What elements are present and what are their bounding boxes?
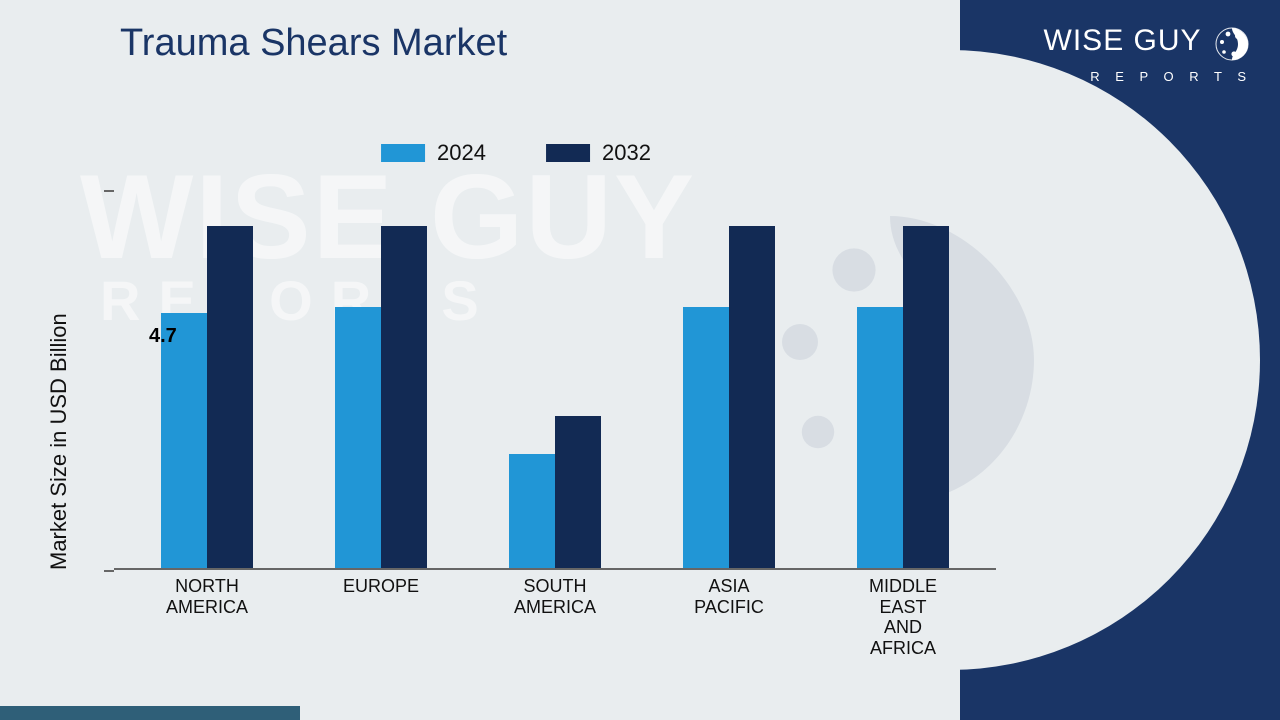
bar [335, 307, 381, 568]
legend-label-2024: 2024 [437, 140, 486, 166]
bottom-accent-bar [0, 706, 300, 720]
x-axis-label: EUROPE [301, 576, 461, 659]
x-axis-label: ASIAPACIFIC [649, 576, 809, 659]
legend-swatch-2032 [546, 144, 590, 162]
legend-swatch-2024 [381, 144, 425, 162]
y-tick-top [104, 190, 114, 192]
legend-item-2024: 2024 [381, 140, 486, 166]
bar-group: 4.7 [127, 226, 287, 568]
y-tick-bottom [104, 570, 114, 572]
brand-line1: WISE GUY [1044, 24, 1202, 57]
bar [857, 307, 903, 568]
bar [555, 416, 601, 568]
bar [381, 226, 427, 568]
brand-head-icon [1212, 24, 1252, 68]
bar-chart: 2024 2032 Market Size in USD Billion 4.7… [36, 140, 996, 700]
bar-group [823, 226, 983, 568]
bar [729, 226, 775, 568]
legend-item-2032: 2032 [546, 140, 651, 166]
legend-label-2032: 2032 [602, 140, 651, 166]
y-axis-label: Market Size in USD Billion [46, 313, 72, 570]
x-axis-label: SOUTHAMERICA [475, 576, 635, 659]
x-axis-labels: NORTHAMERICAEUROPESOUTHAMERICAASIAPACIFI… [114, 576, 996, 659]
bar [509, 454, 555, 568]
bar [161, 313, 207, 568]
x-axis-label: MIDDLEEASTANDAFRICA [823, 576, 983, 659]
plot-area: 4.7 [114, 190, 996, 570]
legend: 2024 2032 [381, 140, 651, 166]
bar [207, 226, 253, 568]
page-title: Trauma Shears Market [120, 22, 507, 65]
bar [683, 307, 729, 568]
bar-group [649, 226, 809, 568]
x-axis-label: NORTHAMERICA [127, 576, 287, 659]
bar-value-label: 4.7 [149, 325, 177, 348]
bar-group [301, 226, 461, 568]
bar [903, 226, 949, 568]
brand-logo: WISE GUY R E P O R T S [1044, 24, 1252, 85]
brand-line2: R E P O R T S [1090, 70, 1252, 83]
bar-group [475, 416, 635, 568]
